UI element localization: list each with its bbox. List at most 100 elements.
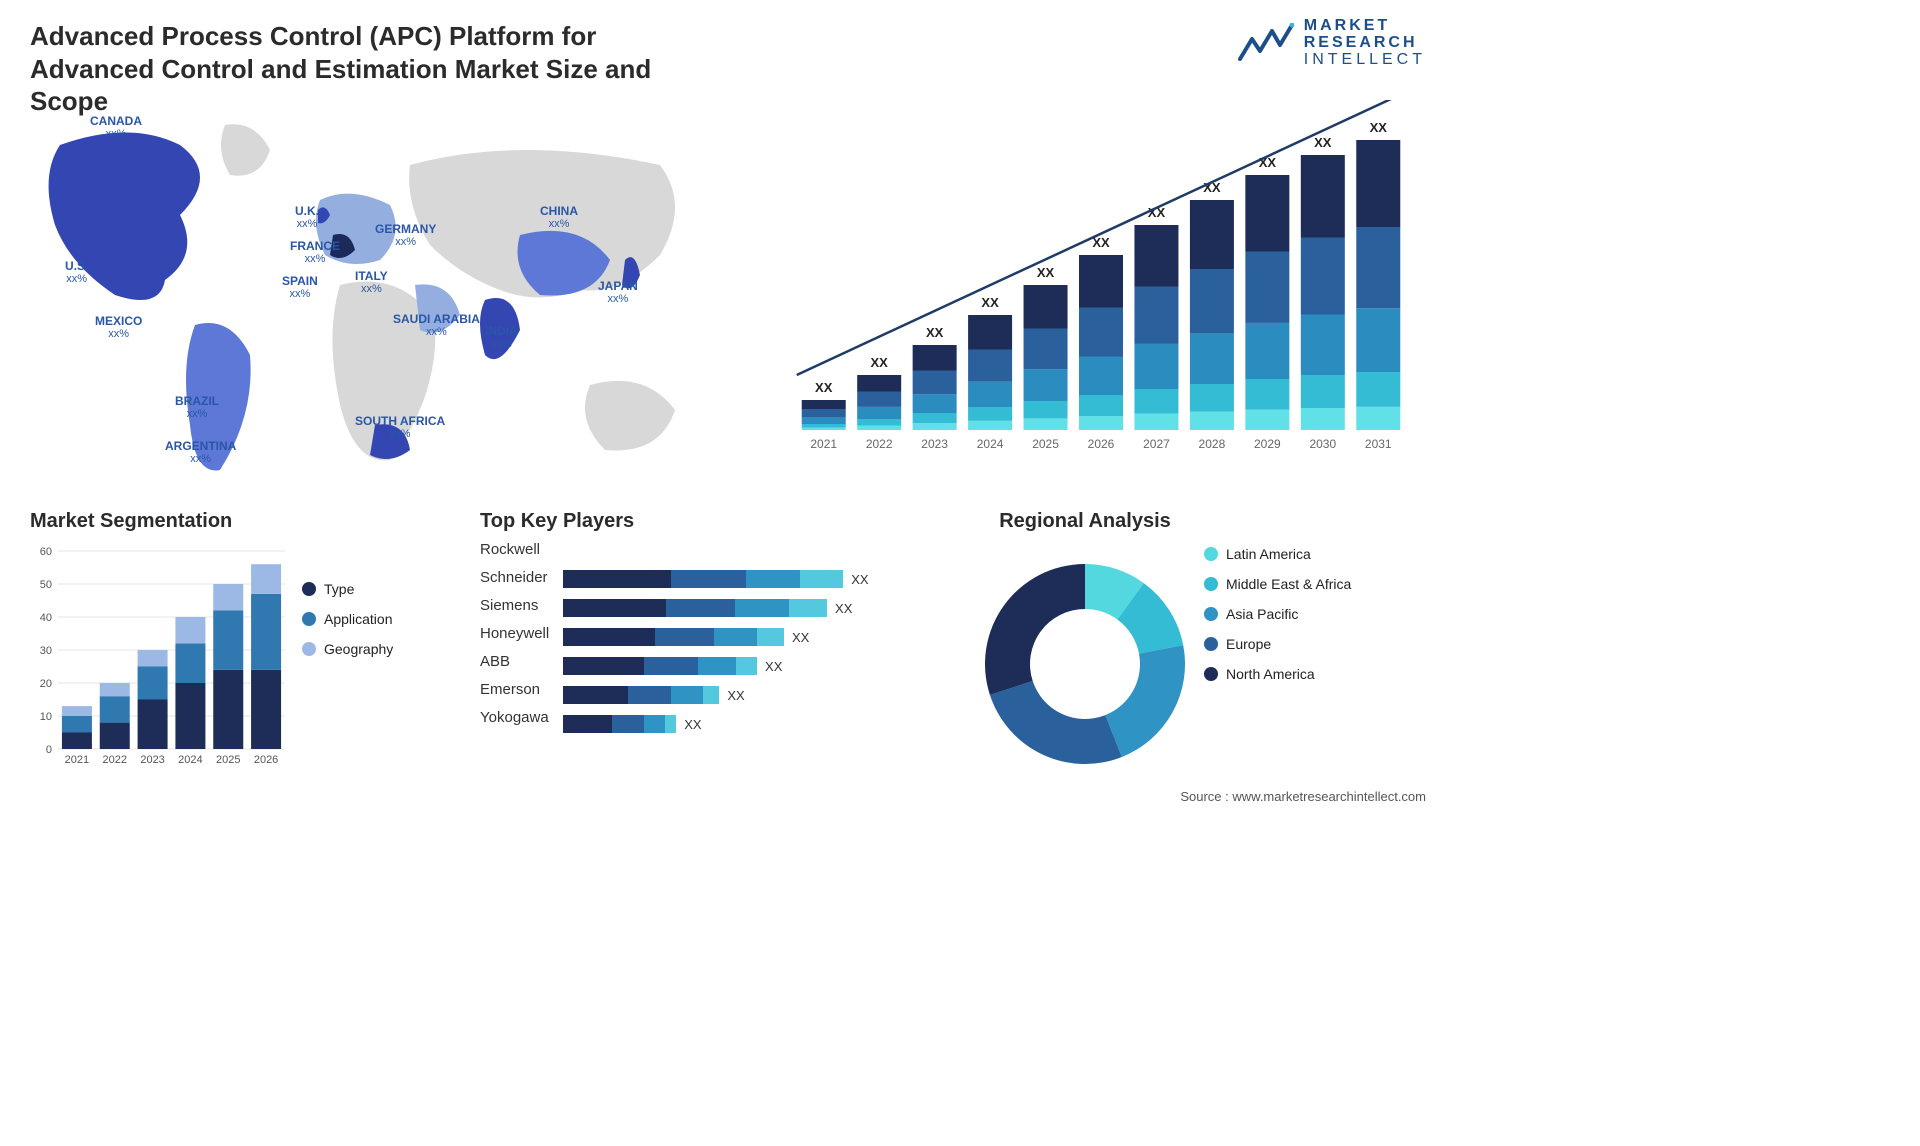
player-name: Yokogawa xyxy=(480,709,549,726)
map-label-germany: GERMANYxx% xyxy=(375,223,436,248)
map-label-brazil: BRAZILxx% xyxy=(175,395,219,420)
svg-text:30: 30 xyxy=(40,645,52,657)
svg-text:XX: XX xyxy=(1037,265,1055,280)
svg-text:2022: 2022 xyxy=(103,754,127,766)
svg-text:2024: 2024 xyxy=(178,754,202,766)
source-note: Source : www.marketresearchintellect.com xyxy=(1180,789,1426,804)
brand-mark-icon xyxy=(1238,23,1294,63)
svg-text:2021: 2021 xyxy=(65,754,89,766)
player-value-label: XX xyxy=(851,572,868,587)
players-bars: XXXXXXXXXXXX xyxy=(563,541,960,733)
regional-title: Regional Analysis xyxy=(980,510,1190,533)
map-label-italy: ITALYxx% xyxy=(355,270,388,295)
player-name: Honeywell xyxy=(480,625,549,642)
players-title: Top Key Players xyxy=(480,510,960,533)
map-label-france: FRANCExx% xyxy=(290,240,340,265)
svg-text:2028: 2028 xyxy=(1199,437,1226,451)
svg-text:XX: XX xyxy=(1314,135,1332,150)
svg-text:2026: 2026 xyxy=(1088,437,1115,451)
donut-slice xyxy=(990,681,1122,764)
player-name: Emerson xyxy=(480,681,549,698)
map-label-mexico: MEXICOxx% xyxy=(95,315,142,340)
legend-swatch-icon xyxy=(1204,547,1218,561)
regional-analysis-section: Regional Analysis Latin America Middle Ea… xyxy=(980,510,1426,770)
donut-slice xyxy=(1105,645,1185,757)
map-label-saudi-arabia: SAUDI ARABIAxx% xyxy=(393,313,480,338)
svg-text:2022: 2022 xyxy=(866,437,893,451)
svg-text:2030: 2030 xyxy=(1309,437,1336,451)
market-segmentation-section: Market Segmentation 0 10 20 30 40 50 60 2021 202… xyxy=(30,510,460,770)
segmentation-chart: 0 10 20 30 40 50 60 2021 2022 2023 2024 2025 2026 xyxy=(30,541,290,771)
player-bar-row: XX xyxy=(563,686,960,704)
svg-text:40: 40 xyxy=(40,612,52,624)
top-key-players-section: Top Key Players Rockwell Schneider Siemens… xyxy=(480,510,960,770)
player-value-label: XX xyxy=(835,601,852,616)
player-name: Rockwell xyxy=(480,541,549,558)
svg-text:2023: 2023 xyxy=(140,754,164,766)
regional-legend-item: Latin America xyxy=(1204,546,1351,562)
regional-legend-item: Asia Pacific xyxy=(1204,606,1351,622)
regional-donut-chart xyxy=(980,559,1190,769)
legend-swatch-icon xyxy=(1204,637,1218,651)
map-label-u-s-: U.S.xx% xyxy=(65,260,88,285)
regional-legend-item: Europe xyxy=(1204,636,1351,652)
player-bar-row: XX xyxy=(563,657,960,675)
svg-text:50: 50 xyxy=(40,579,52,591)
svg-text:XX: XX xyxy=(871,355,889,370)
map-label-spain: SPAINxx% xyxy=(282,275,318,300)
players-names-list: Rockwell Schneider Siemens Honeywell ABB Emer… xyxy=(480,541,549,733)
svg-text:2029: 2029 xyxy=(1254,437,1281,451)
donut-slice xyxy=(985,564,1085,695)
svg-text:XX: XX xyxy=(981,295,999,310)
player-value-label: XX xyxy=(792,630,809,645)
svg-text:20: 20 xyxy=(40,678,52,690)
legend-swatch-icon xyxy=(1204,607,1218,621)
svg-text:2025: 2025 xyxy=(216,754,240,766)
player-name: ABB xyxy=(480,653,549,670)
svg-text:0: 0 xyxy=(46,744,52,756)
map-label-south-africa: SOUTH AFRICAxx% xyxy=(355,415,445,440)
map-label-canada: CANADAxx% xyxy=(90,115,142,140)
map-label-u-k-: U.K.xx% xyxy=(295,205,319,230)
legend-swatch-icon xyxy=(1204,667,1218,681)
segmentation-title: Market Segmentation xyxy=(30,510,460,533)
seg-legend-application: Application xyxy=(302,611,393,627)
legend-swatch-icon xyxy=(302,582,316,596)
regional-legend-item: Middle East & Africa xyxy=(1204,576,1351,592)
svg-text:2025: 2025 xyxy=(1032,437,1059,451)
map-label-argentina: ARGENTINAxx% xyxy=(165,440,236,465)
player-bar-row: XX xyxy=(563,628,960,646)
svg-text:XX: XX xyxy=(1370,120,1388,135)
svg-text:2031: 2031 xyxy=(1365,437,1392,451)
legend-swatch-icon xyxy=(302,642,316,656)
seg-legend-type: Type xyxy=(302,581,393,597)
svg-text:2021: 2021 xyxy=(810,437,837,451)
regional-legend: Latin America Middle East & Africa Asia Pa… xyxy=(1204,546,1351,770)
main-bar-chart: XX 2021 XX 2022 XX 2023 XX 2024 XX 2025 XX 2026 XX 20… xyxy=(776,100,1426,470)
brand-text-1: MARKET xyxy=(1304,18,1426,35)
legend-swatch-icon xyxy=(302,612,316,626)
svg-text:XX: XX xyxy=(815,380,833,395)
player-name: Siemens xyxy=(480,597,549,614)
segmentation-legend: Type Application Geography xyxy=(302,581,393,771)
svg-text:10: 10 xyxy=(40,711,52,723)
svg-text:2026: 2026 xyxy=(254,754,278,766)
brand-text-3: INTELLECT xyxy=(1304,52,1426,69)
player-name: Schneider xyxy=(480,569,549,586)
map-label-india: INDIAxx% xyxy=(485,325,518,350)
svg-text:XX: XX xyxy=(926,325,944,340)
legend-swatch-icon xyxy=(1204,577,1218,591)
svg-text:2024: 2024 xyxy=(977,437,1004,451)
world-map: CANADAxx% U.S.xx% MEXICOxx% BRAZILxx% ARGENT… xyxy=(20,95,720,495)
svg-text:2023: 2023 xyxy=(921,437,948,451)
player-value-label: XX xyxy=(727,688,744,703)
map-label-japan: JAPANxx% xyxy=(598,280,638,305)
player-bar-row: XX xyxy=(563,599,960,617)
brand-text-2: RESEARCH xyxy=(1304,35,1426,52)
player-bar-row: XX xyxy=(563,570,960,588)
map-label-china: CHINAxx% xyxy=(540,205,578,230)
seg-legend-geography: Geography xyxy=(302,641,393,657)
svg-text:60: 60 xyxy=(40,546,52,558)
brand-logo: MARKET RESEARCH INTELLECT xyxy=(1238,18,1426,68)
regional-legend-item: North America xyxy=(1204,666,1351,682)
